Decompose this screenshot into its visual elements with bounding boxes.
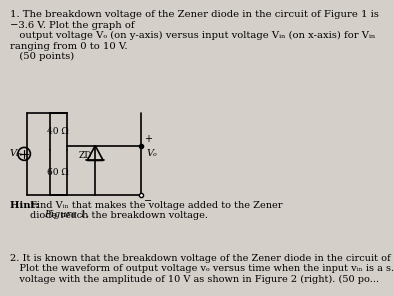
Text: 1. The breakdown voltage of the Zener diode in the circuit of Figure 1 is −3.6 V: 1. The breakdown voltage of the Zener di…: [10, 10, 379, 61]
Text: 40 Ω: 40 Ω: [47, 127, 69, 136]
Text: Hint:: Hint:: [10, 201, 42, 210]
Text: 60 Ω: 60 Ω: [47, 168, 69, 177]
Text: Vᵢₙ: Vᵢₙ: [9, 149, 22, 158]
Text: 2. It is known that the breakdown voltage of the Zener diode in the circuit of F: 2. It is known that the breakdown voltag…: [10, 254, 394, 284]
Text: +: +: [143, 134, 152, 144]
Text: Find Vᵢₙ that makes the voltage added to the Zener
diode reach the breakdown vol: Find Vᵢₙ that makes the voltage added to…: [30, 201, 282, 220]
Text: ZD: ZD: [78, 151, 92, 160]
Text: Figure 1.: Figure 1.: [44, 210, 89, 218]
Text: Vₒ: Vₒ: [147, 149, 158, 158]
Text: −: −: [143, 196, 152, 206]
